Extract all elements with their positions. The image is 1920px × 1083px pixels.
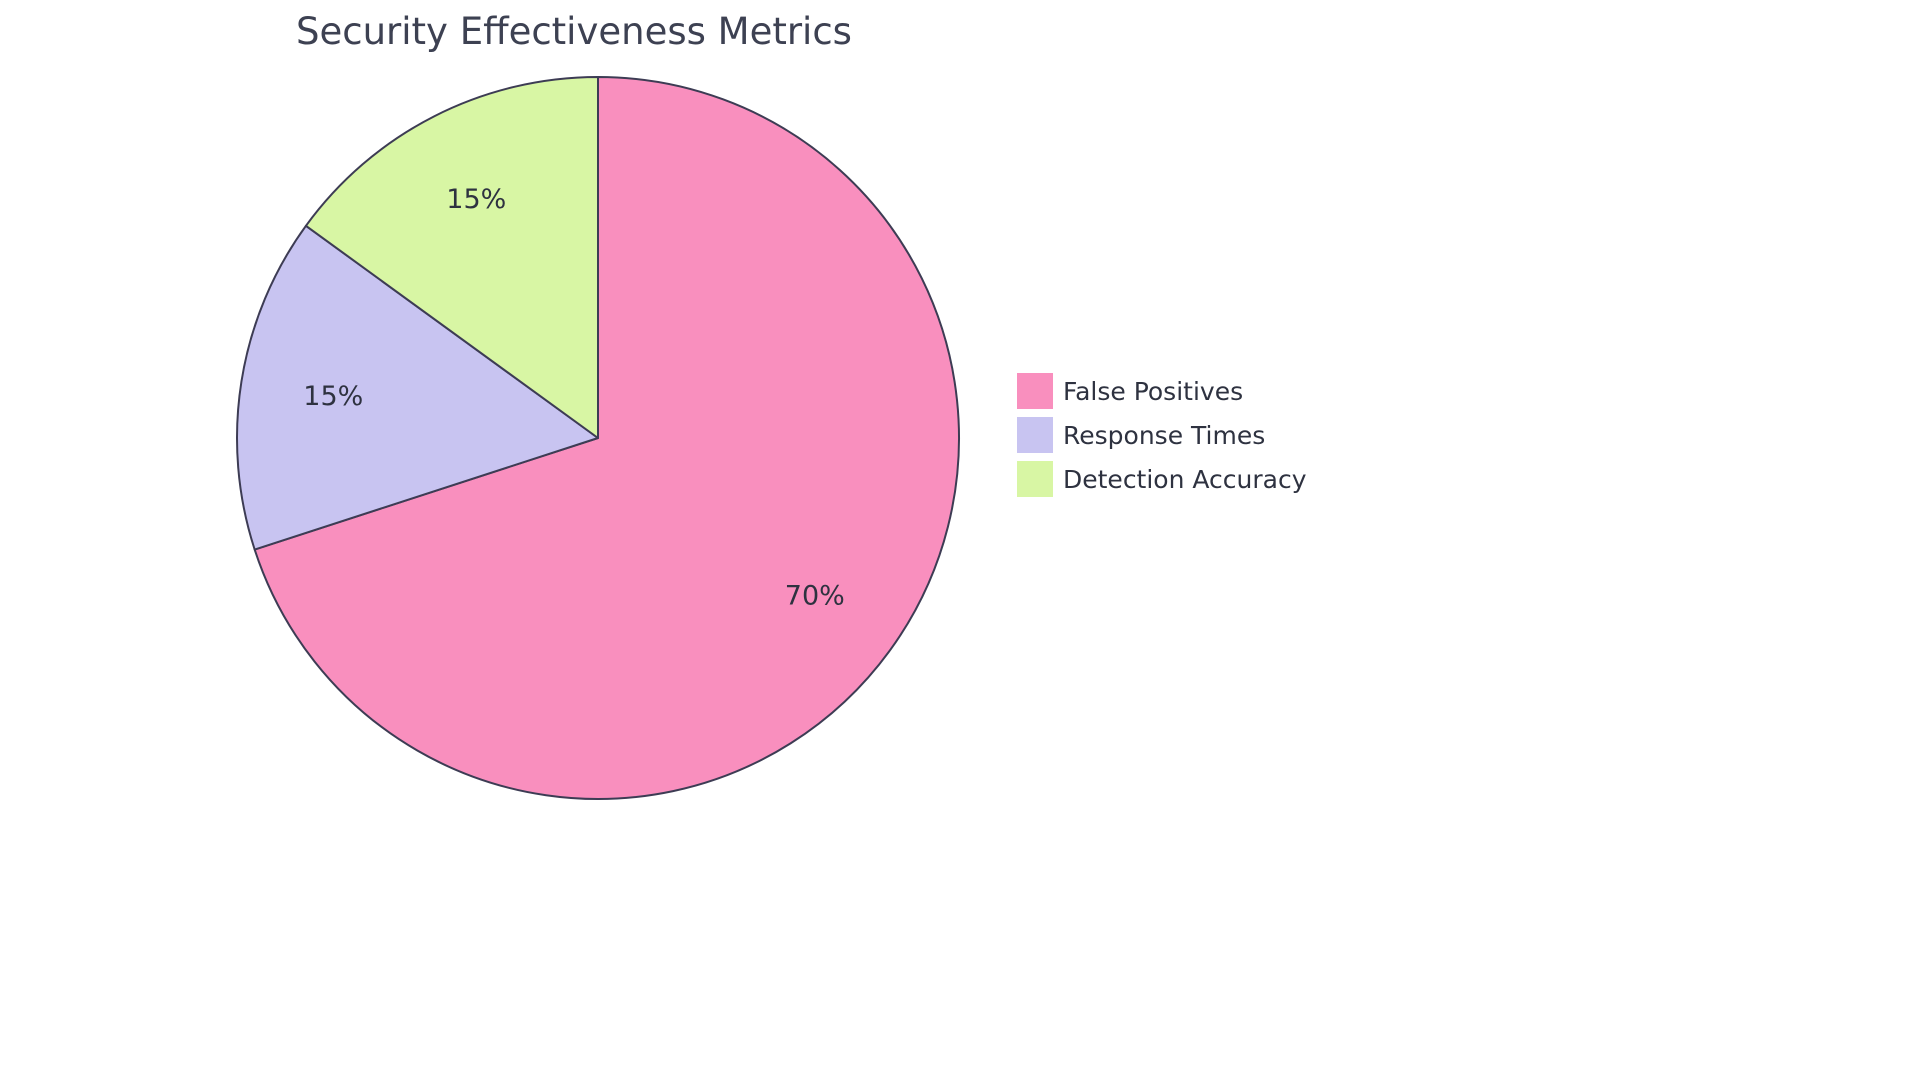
- slice-percent-label-false-positives: 70%: [785, 581, 845, 612]
- legend-item-response-times: Response Times: [1017, 417, 1307, 453]
- legend-label-response-times: Response Times: [1063, 420, 1266, 450]
- pie-slice-false-positives: [253, 76, 960, 800]
- pie-slice-detection-accuracy: [304, 76, 599, 439]
- legend: False Positives Response Times Detection…: [1017, 373, 1307, 497]
- legend-swatch-response-times: [1017, 417, 1053, 453]
- chart-title: Security Effectiveness Metrics: [296, 10, 852, 53]
- legend-label-false-positives: False Positives: [1063, 376, 1244, 406]
- slice-percent-label-response-times: 15%: [303, 381, 363, 412]
- slice-percent-label-detection-accuracy: 15%: [446, 184, 506, 215]
- legend-swatch-false-positives: [1017, 373, 1053, 409]
- legend-item-false-positives: False Positives: [1017, 373, 1307, 409]
- legend-label-detection-accuracy: Detection Accuracy: [1063, 464, 1307, 494]
- legend-swatch-detection-accuracy: [1017, 461, 1053, 497]
- legend-item-detection-accuracy: Detection Accuracy: [1017, 461, 1307, 497]
- pie-slice-response-times: [236, 224, 599, 551]
